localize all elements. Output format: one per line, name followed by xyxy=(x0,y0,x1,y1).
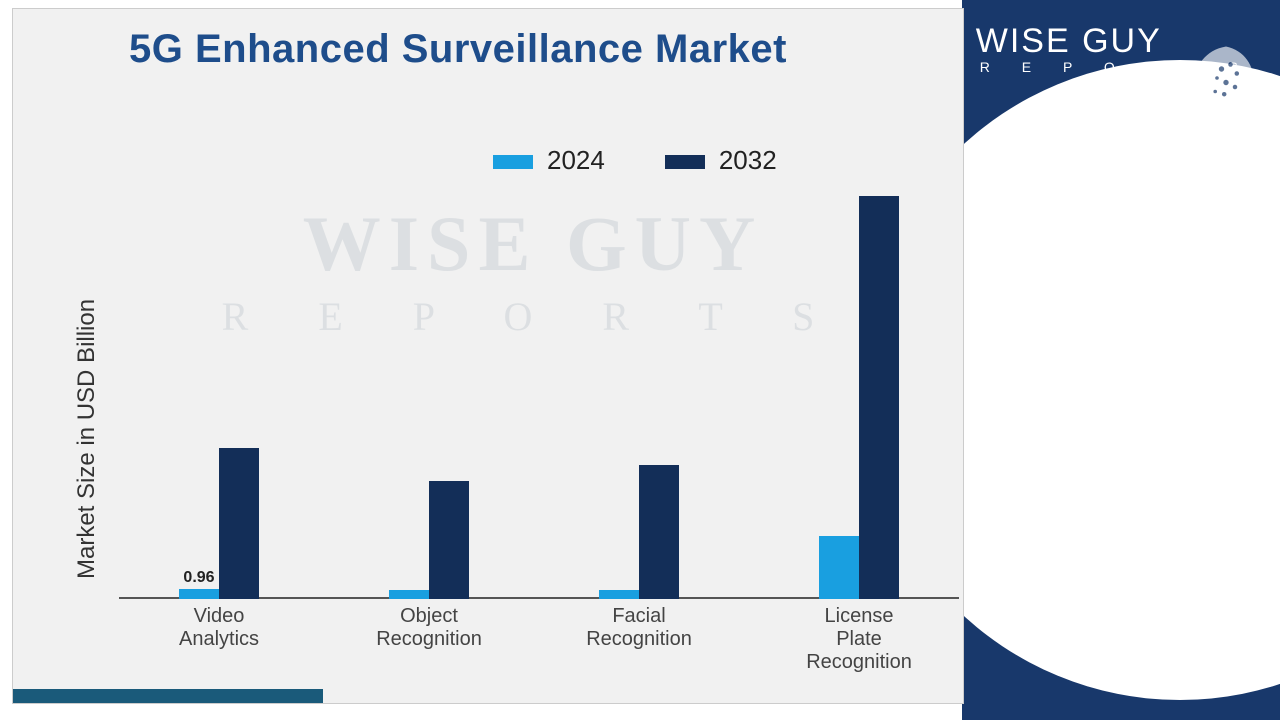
category-label: FacialRecognition xyxy=(559,605,719,651)
category-label: VideoAnalytics xyxy=(139,605,299,651)
legend-item-2032: 2032 xyxy=(665,145,777,176)
bar-group: FacialRecognition xyxy=(599,179,679,599)
bar-group: ObjectRecognition xyxy=(389,179,469,599)
legend-label-2032: 2032 xyxy=(719,145,777,175)
bar-group: 0.96VideoAnalytics xyxy=(179,179,259,599)
bar-group: LicensePlateRecognition xyxy=(819,179,899,599)
bar-2032 xyxy=(429,481,469,599)
bar-2032 xyxy=(219,448,259,599)
brand-logo: WISE GUY R E P O R T S xyxy=(976,22,1252,75)
bar-2024 xyxy=(389,590,429,599)
bar-2032 xyxy=(639,465,679,599)
legend-swatch-2024 xyxy=(493,155,533,169)
bar-2024 xyxy=(599,590,639,599)
chart-panel: 5G Enhanced Surveillance Market WISE GUY… xyxy=(12,8,964,704)
left-white-mask xyxy=(0,0,12,720)
bar-2032 xyxy=(859,196,899,599)
category-label: LicensePlateRecognition xyxy=(779,605,939,674)
legend-label-2024: 2024 xyxy=(547,145,605,175)
chart-title: 5G Enhanced Surveillance Market xyxy=(129,27,787,72)
head-icon xyxy=(1172,42,1262,132)
category-label: ObjectRecognition xyxy=(349,605,509,651)
legend-swatch-2032 xyxy=(665,155,705,169)
plot-area: 0.96VideoAnalytics ObjectRecognition Facia… xyxy=(119,179,959,599)
footer-accent-bar xyxy=(13,689,323,703)
canvas: 5G Enhanced Surveillance Market WISE GUY… xyxy=(0,0,1280,720)
y-axis-label: Market Size in USD Billion xyxy=(73,299,101,579)
legend: 2024 2032 xyxy=(493,145,777,176)
bar-2024: 0.96 xyxy=(179,589,219,600)
legend-item-2024: 2024 xyxy=(493,145,605,176)
bar-2024 xyxy=(819,536,859,599)
